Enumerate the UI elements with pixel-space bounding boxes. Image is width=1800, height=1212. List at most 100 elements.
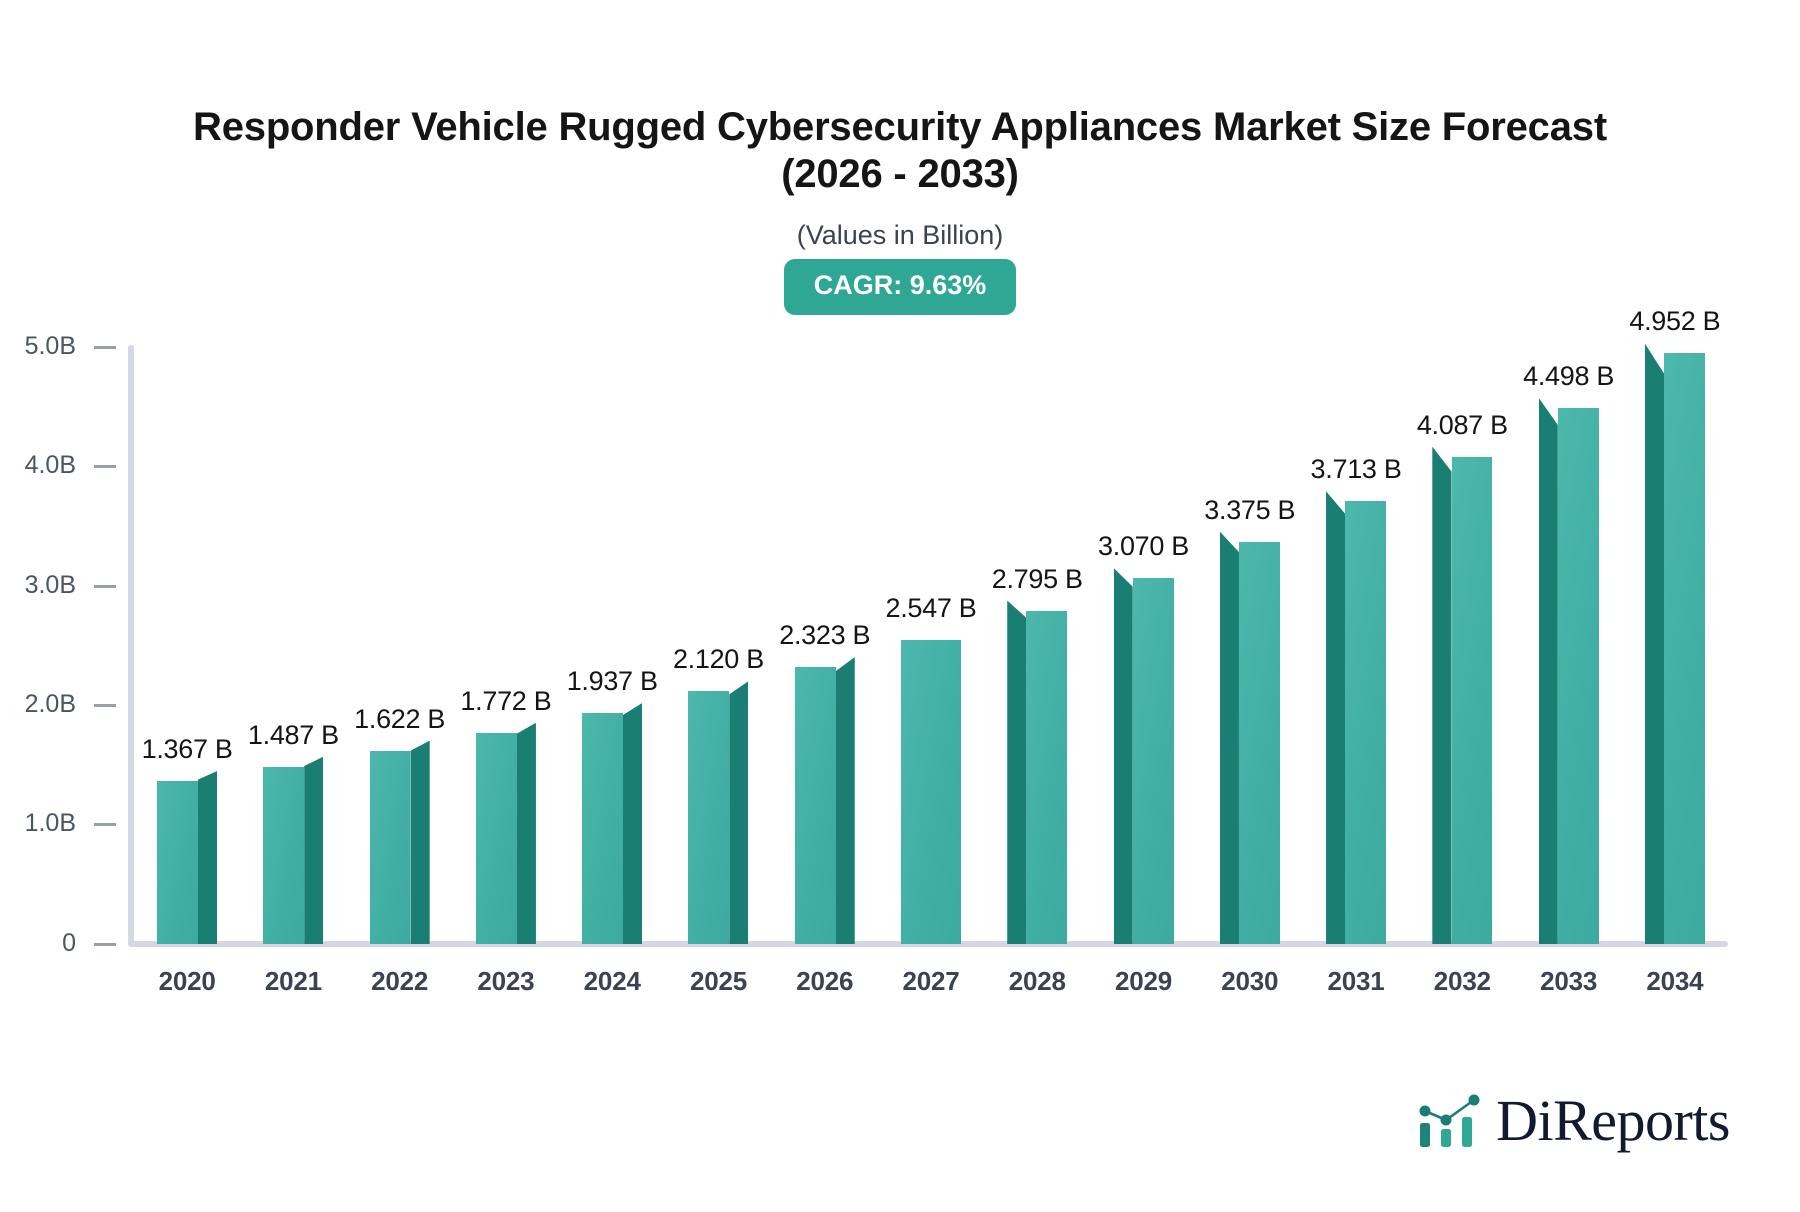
- x-axis-tick-2023: 2023: [477, 966, 535, 996]
- bar-front-face: [1451, 456, 1493, 944]
- bar-side-face: [1113, 567, 1133, 944]
- chart-title: Responder Vehicle Rugged Cybersecurity A…: [193, 105, 1607, 197]
- bar-front-face: [794, 666, 836, 944]
- cagr-badge-wrap: CAGR: 9.63%: [0, 259, 1800, 316]
- bar-column[interactable]: [1644, 343, 1705, 944]
- bar-value-label: 3.375 B: [1204, 494, 1296, 525]
- bar-2022[interactable]: 1.622 B: [354, 300, 445, 944]
- x-axis-tick-2034: 2034: [1646, 966, 1704, 996]
- x-axis-tick-2025: 2025: [689, 966, 747, 996]
- bar-value-label: 2.120 B: [672, 644, 764, 675]
- x-axis-tick-2032: 2032: [1433, 966, 1491, 996]
- bar-2032[interactable]: 4.087 B: [1417, 300, 1508, 944]
- x-axis-tick-2024: 2024: [583, 966, 641, 996]
- bar-column[interactable]: [1326, 491, 1387, 944]
- bar-value-label: 1.772 B: [460, 685, 552, 716]
- bar-value-label: 1.622 B: [354, 703, 446, 734]
- y-axis-tick-mark: [94, 942, 116, 946]
- bar-2025[interactable]: 2.120 B: [673, 300, 764, 944]
- bar-side-face: [729, 681, 749, 944]
- bar-column[interactable]: [582, 703, 643, 944]
- bar-2031[interactable]: 3.713 B: [1311, 300, 1402, 944]
- bar-front-face: [582, 713, 623, 944]
- bar-front-face: [900, 640, 961, 944]
- x-axis-line: [128, 941, 1728, 947]
- bar-column[interactable]: [369, 740, 430, 944]
- bar-value-label: 2.323 B: [779, 619, 871, 650]
- bar-front-face: [369, 750, 411, 944]
- chart-subtitle: (Values in Billion): [796, 220, 1004, 251]
- y-axis-tick-mark: [94, 703, 116, 707]
- bar-2026[interactable]: 2.323 B: [779, 300, 871, 944]
- y-axis-tick-mark: [94, 465, 116, 469]
- bar-column[interactable]: [157, 770, 218, 944]
- bar-front-face: [157, 780, 198, 944]
- y-axis-tick-label: 4.0B: [24, 451, 76, 480]
- bar-2029[interactable]: 3.070 B: [1098, 300, 1189, 944]
- bar-front-face: [688, 691, 730, 944]
- bar-column[interactable]: [688, 681, 749, 944]
- y-axis-tick-label: 3.0B: [24, 570, 76, 599]
- bar-2023[interactable]: 1.772 B: [460, 300, 552, 944]
- bar-value-label: 2.795 B: [991, 563, 1083, 594]
- bar-column[interactable]: [900, 640, 961, 944]
- bar-2027[interactable]: 2.547 B: [885, 300, 977, 944]
- bar-column[interactable]: [1432, 446, 1493, 944]
- bar-2034[interactable]: 4.952 B: [1629, 300, 1721, 944]
- bar-column[interactable]: [475, 722, 536, 944]
- bar-side-face: [1007, 600, 1027, 944]
- y-axis-tick-mark: [94, 346, 116, 350]
- bar-column[interactable]: [1538, 397, 1599, 944]
- bar-side-face: [410, 740, 430, 944]
- bar-column[interactable]: [263, 756, 324, 944]
- bar-chart-logo-icon: [1416, 1087, 1486, 1154]
- x-axis-tick-2021: 2021: [264, 966, 322, 996]
- bar-column[interactable]: [1007, 600, 1068, 944]
- y-axis-line: [128, 345, 134, 945]
- bar-front-face: [1132, 577, 1174, 944]
- bar-value-label: 4.087 B: [1416, 409, 1508, 440]
- brand-name: DiReports: [1496, 1087, 1730, 1153]
- bar-column[interactable]: [1219, 531, 1280, 944]
- bar-value-label: 3.070 B: [1098, 530, 1190, 561]
- bar-side-face: [1326, 491, 1346, 944]
- bar-front-face: [1026, 610, 1068, 944]
- bar-2028[interactable]: 2.795 B: [992, 300, 1083, 944]
- bar-value-label: 1.937 B: [566, 666, 658, 696]
- bar-front-face: [1345, 501, 1387, 944]
- bar-column[interactable]: [794, 656, 855, 944]
- bar-side-face: [197, 770, 218, 944]
- x-axis-tick-2022: 2022: [371, 966, 429, 996]
- x-axis-tick-2033: 2033: [1540, 966, 1598, 996]
- bar-2024[interactable]: 1.937 B: [567, 300, 658, 944]
- bar-front-face: [475, 732, 517, 944]
- bar-2021[interactable]: 1.487 B: [248, 300, 339, 944]
- bar-front-face: [1557, 407, 1599, 944]
- bar-side-face: [1219, 531, 1239, 944]
- bar-column[interactable]: [1113, 567, 1174, 944]
- bar-2020[interactable]: 1.367 B: [142, 300, 233, 944]
- brand-logo: DiReports: [1416, 1087, 1730, 1154]
- x-axis-tick-2031: 2031: [1327, 966, 1385, 996]
- y-axis-tick-label: 1.0B: [24, 809, 76, 838]
- bar-2033[interactable]: 4.498 B: [1523, 300, 1614, 944]
- y-axis-tick-label: 5.0B: [24, 332, 76, 361]
- bar-value-label: 1.367 B: [141, 733, 233, 764]
- bar-front-face: [1238, 541, 1280, 944]
- bar-side-face: [835, 656, 855, 944]
- x-axis-tick-2030: 2030: [1221, 966, 1279, 996]
- bar-series: 1.367 B 1.487 B 1.622 B 1.772 B 1.937 B 2.120…: [134, 300, 1728, 944]
- bar-value-label: 3.713 B: [1310, 454, 1402, 485]
- bar-2030[interactable]: 3.375 B: [1204, 300, 1296, 944]
- y-axis-tick-mark: [94, 584, 116, 588]
- bar-side-face: [1538, 397, 1558, 944]
- x-axis-tick-2020: 2020: [158, 966, 216, 996]
- chart-header: Responder Vehicle Rugged Cybersecurity A…: [0, 0, 1800, 316]
- y-axis-tick-label: 0: [62, 928, 76, 957]
- bar-front-face: [1664, 353, 1705, 944]
- bar-side-face: [516, 722, 536, 944]
- x-axis-tick-2026: 2026: [796, 966, 854, 996]
- bar-value-label: 4.498 B: [1523, 360, 1615, 391]
